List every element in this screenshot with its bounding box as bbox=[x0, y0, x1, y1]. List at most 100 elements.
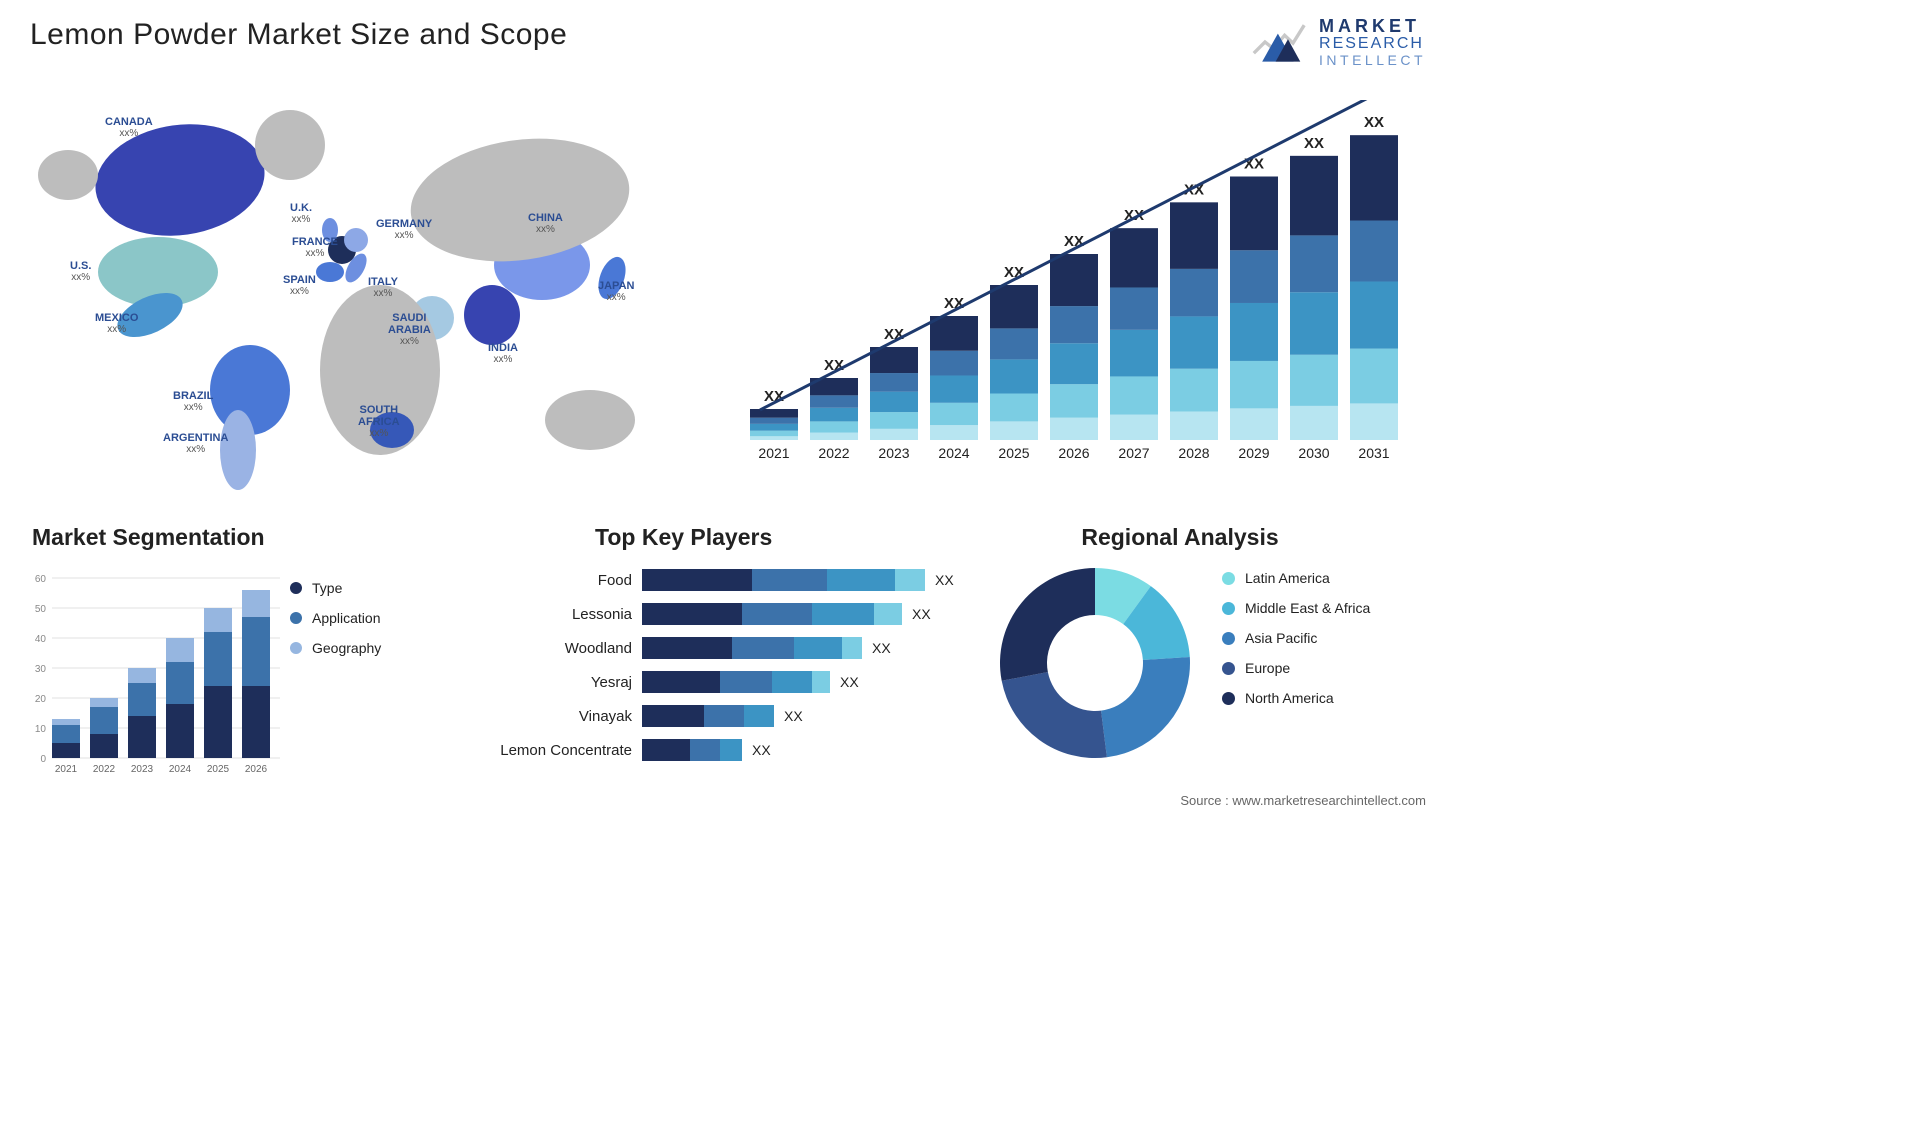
mainbar-seg bbox=[1050, 343, 1098, 384]
mainbar-year: 2023 bbox=[878, 445, 909, 461]
seg-bar-seg bbox=[166, 638, 194, 662]
map-label: INDIAxx% bbox=[488, 342, 518, 365]
mainbar-seg bbox=[870, 429, 918, 440]
mainbar-seg bbox=[870, 392, 918, 412]
mainbar-seg bbox=[930, 403, 978, 425]
mainbar-seg bbox=[1230, 303, 1278, 361]
map-label: ARGENTINAxx% bbox=[163, 432, 228, 455]
seg-legend-row: Application bbox=[290, 610, 381, 626]
player-label: Food bbox=[462, 572, 642, 589]
mainbar-seg bbox=[930, 376, 978, 403]
mainbar-seg bbox=[1230, 408, 1278, 440]
seg-bar-seg bbox=[52, 719, 80, 725]
seg-year: 2025 bbox=[207, 764, 230, 775]
player-value: XX bbox=[912, 606, 931, 622]
player-bar bbox=[642, 739, 742, 761]
seg-bar-seg bbox=[242, 617, 270, 686]
player-bar-seg bbox=[772, 671, 812, 693]
segmentation-legend: TypeApplicationGeography bbox=[290, 580, 381, 670]
player-bar-seg bbox=[720, 739, 742, 761]
mainbar-seg bbox=[990, 285, 1038, 328]
player-row: YesrajXX bbox=[462, 666, 962, 698]
mainbar-seg bbox=[930, 425, 978, 440]
player-row: Food XX bbox=[462, 564, 962, 596]
player-bar-seg bbox=[642, 569, 752, 591]
player-bar-seg bbox=[720, 671, 772, 693]
mainbar-year: 2028 bbox=[1178, 445, 1209, 461]
donut-legend-row: Latin America bbox=[1222, 570, 1370, 586]
seg-year: 2021 bbox=[55, 764, 78, 775]
player-bar-seg bbox=[812, 671, 830, 693]
map-label: SOUTHAFRICAxx% bbox=[358, 404, 400, 439]
seg-bar-seg bbox=[242, 590, 270, 617]
mainbar-seg bbox=[1350, 349, 1398, 404]
player-row: Lemon ConcentrateXX bbox=[462, 734, 962, 766]
donut-slice bbox=[1002, 672, 1107, 758]
player-value: XX bbox=[840, 674, 859, 690]
mainbar-year: 2022 bbox=[818, 445, 849, 461]
mainbar-seg bbox=[1350, 403, 1398, 440]
player-bar-seg bbox=[874, 603, 902, 625]
seg-ytick: 50 bbox=[35, 604, 47, 615]
donut-slice bbox=[1000, 568, 1095, 681]
logo-text-2: RESEARCH bbox=[1319, 36, 1426, 53]
regional-title: Regional Analysis bbox=[1080, 524, 1280, 551]
map-label: GERMANYxx% bbox=[376, 218, 432, 241]
player-row: Vinayak XX bbox=[462, 700, 962, 732]
mainbar-seg bbox=[1110, 376, 1158, 414]
player-bar bbox=[642, 637, 862, 659]
player-bar-seg bbox=[642, 671, 720, 693]
mainbar-seg bbox=[1230, 361, 1278, 408]
player-row: WoodlandXX bbox=[462, 632, 962, 664]
player-bar-seg bbox=[895, 569, 925, 591]
mainbar-seg bbox=[870, 373, 918, 392]
players-chart: FoodXXLessoniaXXWoodlandXXYesrajXXVinaya… bbox=[462, 564, 962, 784]
player-row: LessoniaXX bbox=[462, 598, 962, 630]
player-bar bbox=[642, 569, 925, 591]
player-bar-seg bbox=[812, 603, 874, 625]
mainbar-seg bbox=[1110, 330, 1158, 377]
mainbar-year: 2021 bbox=[758, 445, 789, 461]
player-label: Woodland bbox=[462, 640, 642, 657]
mainbar-seg bbox=[750, 418, 798, 424]
mainbar-seg bbox=[1230, 250, 1278, 303]
seg-bar-seg bbox=[128, 668, 156, 683]
player-label: Vinayak bbox=[462, 708, 642, 725]
player-bar-seg bbox=[794, 637, 842, 659]
donut-legend-row: Middle East & Africa bbox=[1222, 600, 1370, 616]
player-bar-seg bbox=[842, 637, 862, 659]
mainbar-seg bbox=[1050, 418, 1098, 440]
map-label: U.S.xx% bbox=[70, 260, 91, 283]
logo-text-1: MARKET bbox=[1319, 17, 1426, 36]
mainbar-year: 2026 bbox=[1058, 445, 1089, 461]
mainbar-seg bbox=[1050, 384, 1098, 417]
seg-bar-seg bbox=[52, 725, 80, 743]
mainbar-seg bbox=[1170, 202, 1218, 269]
logo: MARKET RESEARCH INTELLECT bbox=[1249, 14, 1426, 70]
mainbar-year: 2029 bbox=[1238, 445, 1269, 461]
segmentation-chart: 0102030405060202120222023202420252026 bbox=[30, 558, 280, 778]
seg-bar-seg bbox=[90, 707, 118, 734]
mainbar-seg bbox=[1290, 156, 1338, 236]
seg-bar-seg bbox=[90, 698, 118, 707]
mainbar-seg bbox=[1290, 235, 1338, 292]
player-value: XX bbox=[752, 742, 771, 758]
player-bar bbox=[642, 705, 774, 727]
player-bar-seg bbox=[690, 739, 720, 761]
player-value: XX bbox=[784, 708, 803, 724]
logo-icon bbox=[1249, 14, 1309, 70]
mainbar-seg bbox=[1290, 292, 1338, 355]
main-bar-chart: 2021XX2022XX2023XX2024XX2025XX2026XX2027… bbox=[740, 100, 1420, 480]
player-value: XX bbox=[935, 572, 954, 588]
mainbar-seg bbox=[990, 394, 1038, 422]
mainbar-seg bbox=[1290, 406, 1338, 440]
seg-bar-seg bbox=[204, 608, 232, 632]
mainbar-year: 2024 bbox=[938, 445, 969, 461]
map-label: BRAZILxx% bbox=[173, 390, 213, 413]
seg-bar-seg bbox=[242, 686, 270, 758]
donut-legend-row: Europe bbox=[1222, 660, 1370, 676]
page-title: Lemon Powder Market Size and Scope bbox=[30, 18, 567, 52]
mainbar-seg bbox=[810, 395, 858, 407]
donut-legend-row: North America bbox=[1222, 690, 1370, 706]
mainbar-seg bbox=[1050, 254, 1098, 306]
